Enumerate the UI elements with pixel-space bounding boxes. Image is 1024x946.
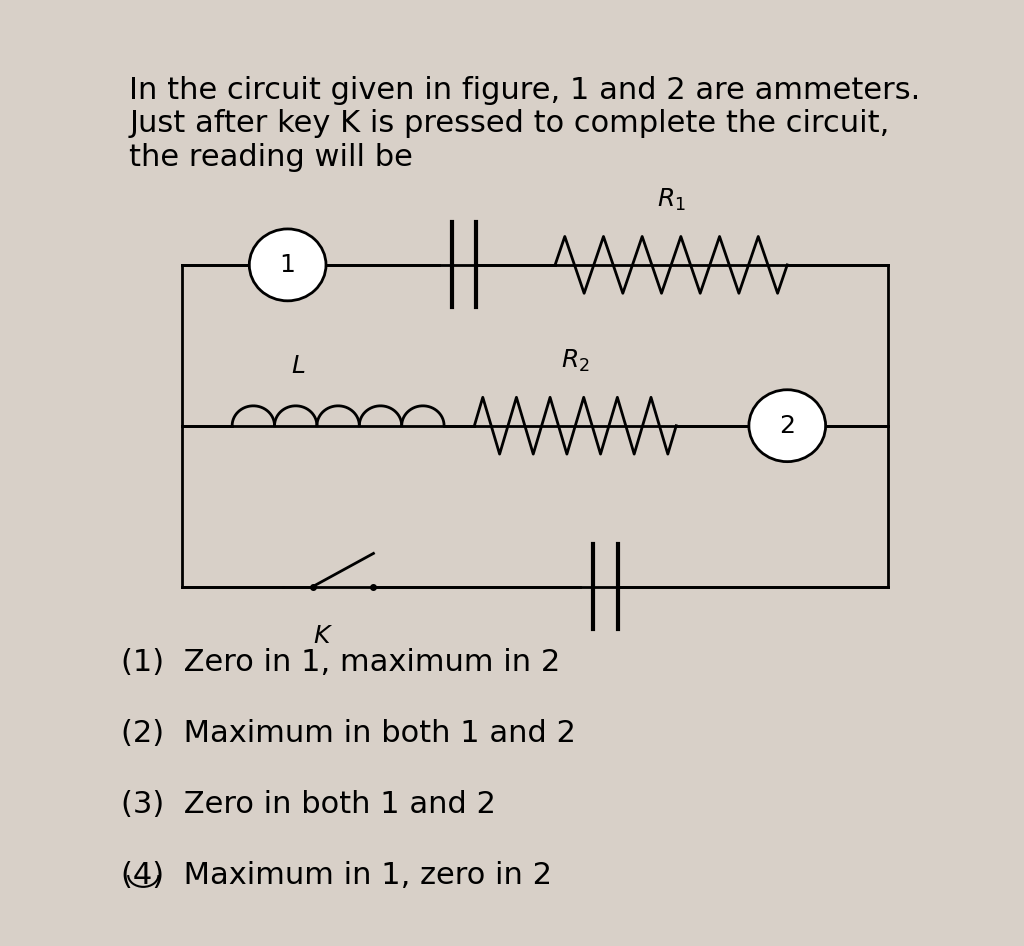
Text: (3)  Zero in both 1 and 2: (3) Zero in both 1 and 2 — [121, 790, 496, 818]
Text: In the circuit given in figure, 1 and 2 are ammeters.
Just after key K is presse: In the circuit given in figure, 1 and 2 … — [129, 76, 921, 172]
Text: (2)  Maximum in both 1 and 2: (2) Maximum in both 1 and 2 — [121, 719, 575, 747]
Text: $K$: $K$ — [313, 624, 333, 648]
Circle shape — [749, 390, 825, 462]
Text: $R_2$: $R_2$ — [561, 347, 590, 374]
Text: $R_1$: $R_1$ — [656, 186, 686, 213]
Text: $L$: $L$ — [291, 355, 305, 378]
Text: (1)  Zero in 1, maximum in 2: (1) Zero in 1, maximum in 2 — [121, 648, 560, 676]
Text: (4)  Maximum in 1, zero in 2: (4) Maximum in 1, zero in 2 — [121, 861, 552, 889]
Text: 1: 1 — [280, 253, 296, 277]
Circle shape — [249, 229, 326, 301]
Text: 2: 2 — [779, 413, 796, 438]
